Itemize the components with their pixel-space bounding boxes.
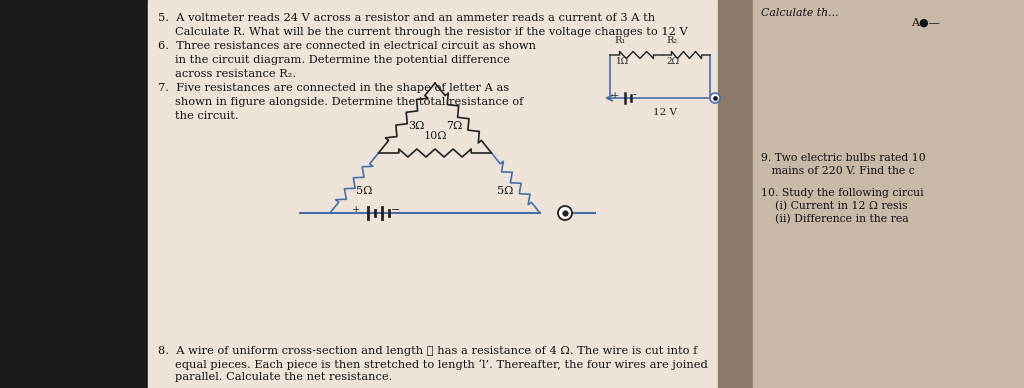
Text: Calculate R. What will be the current through the resistor if the voltage change: Calculate R. What will be the current th… xyxy=(175,27,688,37)
Text: the circuit.: the circuit. xyxy=(175,111,239,121)
Text: 5.  A voltmeter reads 24 V across a resistor and an ammeter reads a current of 3: 5. A voltmeter reads 24 V across a resis… xyxy=(158,13,655,23)
Text: 7.  Five resistances are connected in the shape of letter A as: 7. Five resistances are connected in the… xyxy=(158,83,509,93)
Text: 10. Study the following circui: 10. Study the following circui xyxy=(761,188,924,198)
Text: 12 V: 12 V xyxy=(653,108,677,117)
Circle shape xyxy=(558,206,572,220)
Text: 1Ω: 1Ω xyxy=(616,57,629,66)
Text: 10Ω: 10Ω xyxy=(423,131,446,141)
Text: 7Ω: 7Ω xyxy=(445,121,462,130)
Text: R₁: R₁ xyxy=(614,36,626,45)
Text: 6.  Three resistances are connected in electrical circuit as shown: 6. Three resistances are connected in el… xyxy=(158,41,536,51)
Text: across resistance R₂.: across resistance R₂. xyxy=(175,69,296,79)
Bar xyxy=(148,0,718,388)
Text: R₂: R₂ xyxy=(666,36,677,45)
Text: parallel. Calculate the net resistance.: parallel. Calculate the net resistance. xyxy=(175,372,392,382)
Text: shown in figure alongside. Determine the total resistance of: shown in figure alongside. Determine the… xyxy=(175,97,523,107)
Text: 2Ω: 2Ω xyxy=(666,57,679,66)
Bar xyxy=(753,0,1024,388)
Text: −: − xyxy=(391,205,400,215)
Text: Calculate th...: Calculate th... xyxy=(761,8,839,18)
Text: 8.  A wire of uniform cross-section and length ℓ has a resistance of 4 Ω. The wi: 8. A wire of uniform cross-section and l… xyxy=(158,346,697,356)
Text: 5Ω: 5Ω xyxy=(356,186,373,196)
Text: +: + xyxy=(611,90,620,99)
Text: (ii) Difference in the rea: (ii) Difference in the rea xyxy=(761,214,908,224)
Bar xyxy=(718,0,753,388)
Bar xyxy=(0,0,148,388)
Text: in the circuit diagram. Determine the potential difference: in the circuit diagram. Determine the po… xyxy=(175,55,510,65)
Text: 5Ω: 5Ω xyxy=(498,186,514,196)
Text: -: - xyxy=(632,90,636,100)
Text: A●—: A●— xyxy=(911,18,940,28)
Text: 9. Two electric bulbs rated 10: 9. Two electric bulbs rated 10 xyxy=(761,153,926,163)
Text: equal pieces. Each piece is then stretched to length ‘l’. Thereafter, the four w: equal pieces. Each piece is then stretch… xyxy=(175,359,708,370)
Text: 3Ω: 3Ω xyxy=(408,121,424,130)
Text: (i) Current in 12 Ω resis: (i) Current in 12 Ω resis xyxy=(761,201,907,211)
Text: +: + xyxy=(352,206,360,215)
Circle shape xyxy=(710,93,720,103)
Text: mains of 220 V. Find the c: mains of 220 V. Find the c xyxy=(761,166,914,176)
